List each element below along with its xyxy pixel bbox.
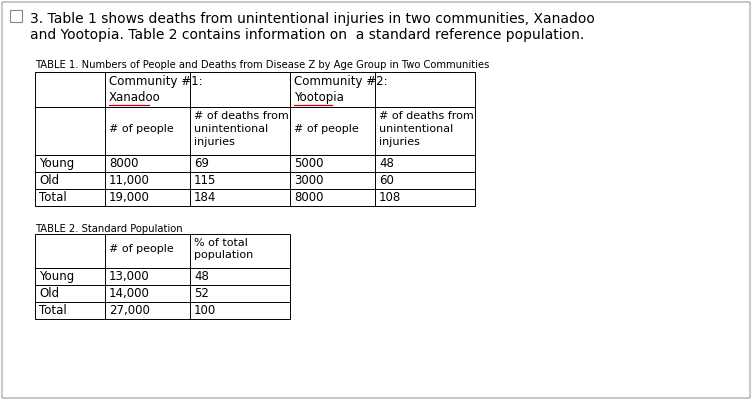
Text: 13,000: 13,000 [109,270,150,283]
Text: 115: 115 [194,174,217,187]
Text: Yootopia: Yootopia [294,91,344,104]
Text: 14,000: 14,000 [109,287,150,300]
Bar [10,10,22,22]
Text: 3. Table 1 shows deaths from unintentional injuries in two communities, Xanadoo: 3. Table 1 shows deaths from unintention… [30,12,595,26]
Text: # of deaths from
unintentional
injuries: # of deaths from unintentional injuries [194,111,289,147]
Text: 60: 60 [379,174,394,187]
Text: 3000: 3000 [294,174,323,187]
Text: # of people: # of people [109,244,174,254]
Text: 11,000: 11,000 [109,174,150,187]
Text: 5000: 5000 [294,157,323,170]
Text: 48: 48 [379,157,394,170]
Text: 52: 52 [194,287,209,300]
Text: 48: 48 [194,270,209,283]
Text: TABLE 2. Standard Population: TABLE 2. Standard Population [35,224,183,234]
Text: # of people: # of people [109,124,174,134]
Text: Total: Total [39,191,67,204]
Text: 8000: 8000 [294,191,323,204]
Bar [35,234,290,319]
Text: 8000: 8000 [109,157,138,170]
Text: Young: Young [39,270,74,283]
Text: 108: 108 [379,191,402,204]
Text: and Yootopia. Table 2 contains information on  a standard reference population.: and Yootopia. Table 2 contains informati… [30,28,584,42]
Text: Total: Total [39,304,67,317]
Text: 184: 184 [194,191,217,204]
Text: 69: 69 [194,157,209,170]
Text: Community #2:: Community #2: [294,75,387,88]
Bar [35,72,475,206]
Text: Old: Old [39,174,59,187]
Text: TABLE 1. Numbers of People and Deaths from Disease Z by Age Group in Two Communi: TABLE 1. Numbers of People and Deaths fr… [35,60,490,70]
Text: # of people: # of people [294,124,359,134]
Text: Young: Young [39,157,74,170]
Text: Xanadoo: Xanadoo [109,91,161,104]
Text: % of total
population: % of total population [194,238,253,260]
Text: 27,000: 27,000 [109,304,150,317]
Text: Old: Old [39,287,59,300]
Text: 100: 100 [194,304,217,317]
Text: 19,000: 19,000 [109,191,150,204]
Text: # of deaths from
unintentional
injuries: # of deaths from unintentional injuries [379,111,474,147]
Text: Community #1:: Community #1: [109,75,202,88]
